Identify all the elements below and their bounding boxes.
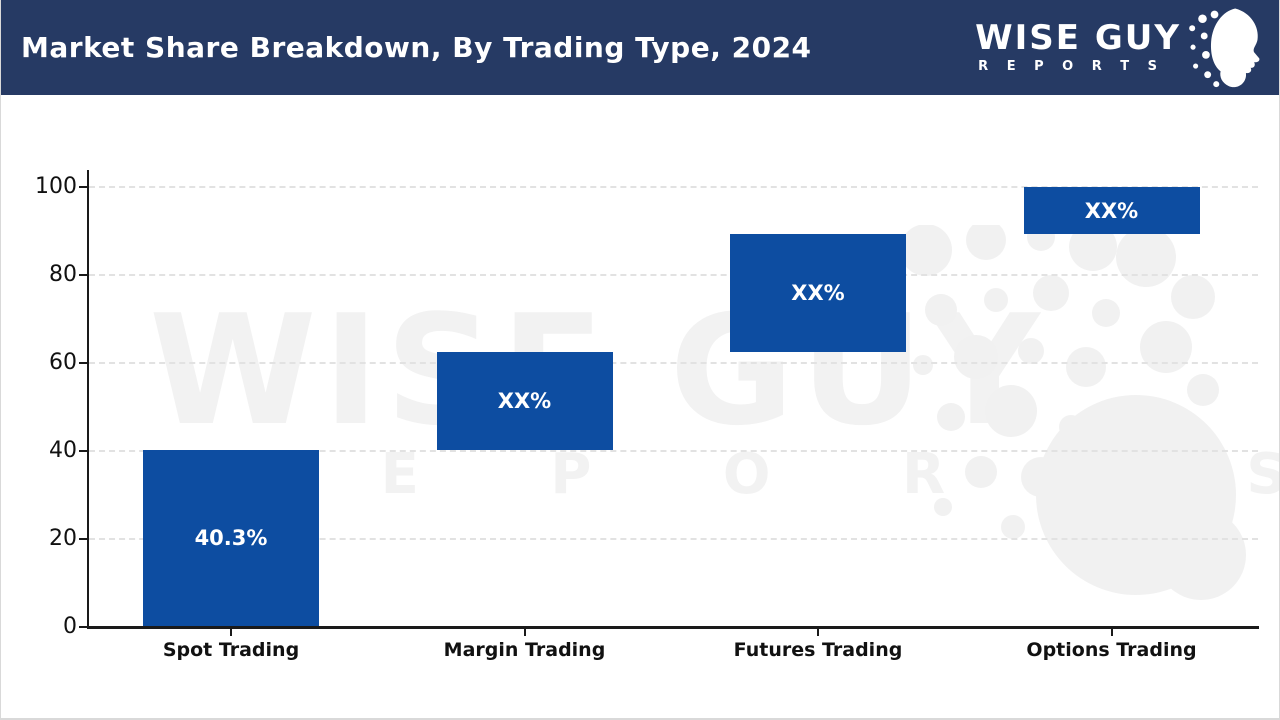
y-tick-label-0: 0 — [63, 614, 77, 639]
header-bar: Market Share Breakdown, By Trading Type,… — [1, 0, 1279, 95]
x-category-label-0: Spot Trading — [162, 639, 300, 661]
y-tick-label-80: 80 — [49, 262, 77, 287]
x-category-label-2: Futures Trading — [733, 639, 903, 661]
bar-margin-trading: XX% — [436, 352, 613, 450]
gridline-60 — [89, 362, 1258, 364]
y-tick-mark-40 — [79, 450, 88, 452]
bar-value-label: XX% — [791, 281, 845, 306]
y-tick-label-40: 40 — [49, 438, 77, 463]
gridline-40 — [89, 450, 1258, 452]
bar-value-label: 40.3% — [194, 526, 268, 551]
logo-head-icon — [1189, 7, 1260, 87]
bar-futures-trading: XX% — [730, 234, 906, 352]
x-tick-mark-2 — [817, 629, 819, 636]
bar-options-trading: XX% — [1023, 187, 1200, 235]
gridline-100 — [89, 186, 1258, 188]
y-tick-label-100: 100 — [35, 174, 77, 199]
bar-spot-trading: 40.3% — [143, 449, 319, 627]
brand-name: WISE GUY — [975, 18, 1181, 58]
x-tick-mark-1 — [523, 629, 526, 636]
brand-logo: WISE GUY R E P O R T S — [975, 0, 1279, 95]
x-axis-spine — [87, 626, 1259, 629]
y-tick-label-20: 20 — [49, 526, 77, 551]
y-tick-mark-0 — [79, 626, 88, 628]
chart-title: Market Share Breakdown, By Trading Type,… — [21, 31, 812, 64]
y-tick-mark-100 — [79, 186, 88, 188]
y-tick-mark-80 — [79, 274, 88, 276]
y-tick-label-60: 60 — [49, 350, 77, 375]
y-tick-mark-20 — [79, 538, 88, 540]
brand-logo-text: WISE GUY R E P O R T S — [975, 21, 1181, 74]
gridline-80 — [89, 274, 1258, 276]
bar-value-label: XX% — [497, 388, 552, 413]
bar-value-label: XX% — [1084, 198, 1139, 223]
x-category-label-1: Margin Trading — [443, 639, 606, 661]
watermark-head-dots — [900, 225, 1246, 600]
gridline-20 — [89, 538, 1258, 540]
brand-subtitle: R E P O R T S — [978, 59, 1165, 74]
x-category-label-3: Options Trading — [1026, 639, 1197, 661]
y-axis-spine — [87, 170, 89, 629]
x-tick-mark-3 — [1110, 629, 1113, 636]
y-tick-mark-60 — [79, 362, 88, 364]
x-tick-mark-0 — [230, 629, 232, 636]
